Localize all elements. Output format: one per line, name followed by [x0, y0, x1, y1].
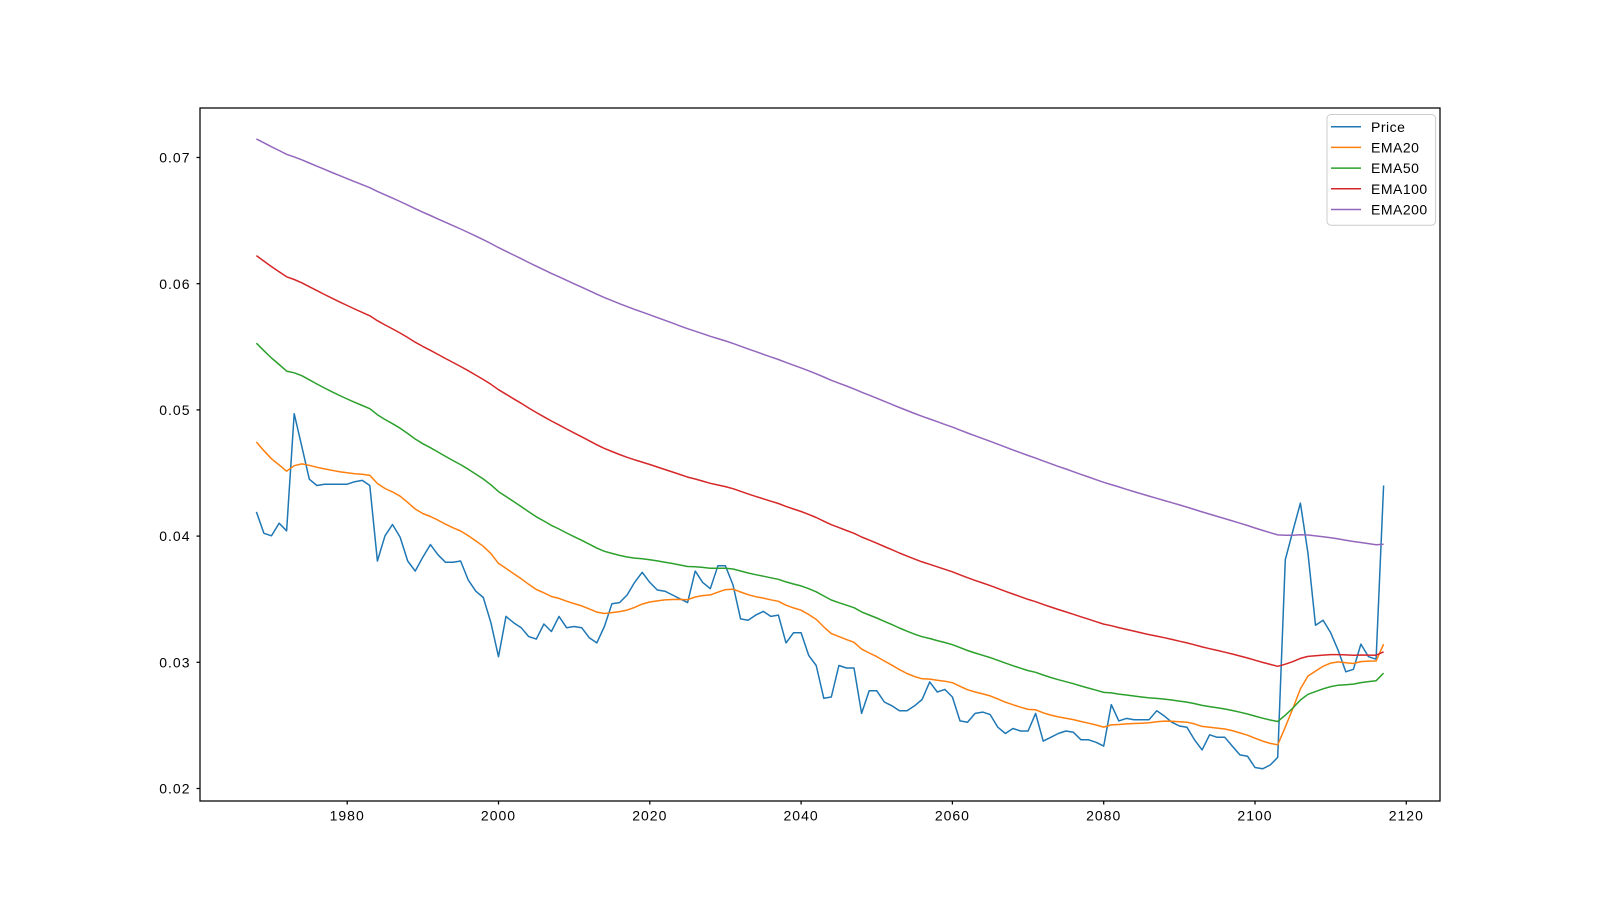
svg-text:EMA200: EMA200: [1371, 202, 1428, 218]
svg-text:EMA20: EMA20: [1371, 140, 1419, 156]
svg-text:2020: 2020: [632, 807, 667, 823]
svg-text:1980: 1980: [330, 807, 365, 823]
svg-text:2080: 2080: [1086, 807, 1121, 823]
svg-text:EMA100: EMA100: [1371, 181, 1428, 197]
svg-text:2000: 2000: [481, 807, 516, 823]
svg-text:2120: 2120: [1389, 807, 1424, 823]
svg-text:0.04: 0.04: [159, 528, 190, 544]
svg-text:0.05: 0.05: [159, 402, 190, 418]
svg-text:2100: 2100: [1237, 807, 1272, 823]
svg-text:EMA50: EMA50: [1371, 160, 1419, 176]
svg-text:0.03: 0.03: [159, 654, 190, 670]
svg-text:0.06: 0.06: [159, 276, 190, 292]
svg-text:0.02: 0.02: [159, 781, 190, 797]
svg-text:0.07: 0.07: [159, 150, 190, 166]
svg-text:2040: 2040: [784, 807, 819, 823]
svg-text:2060: 2060: [935, 807, 970, 823]
svg-text:Price: Price: [1371, 119, 1405, 135]
